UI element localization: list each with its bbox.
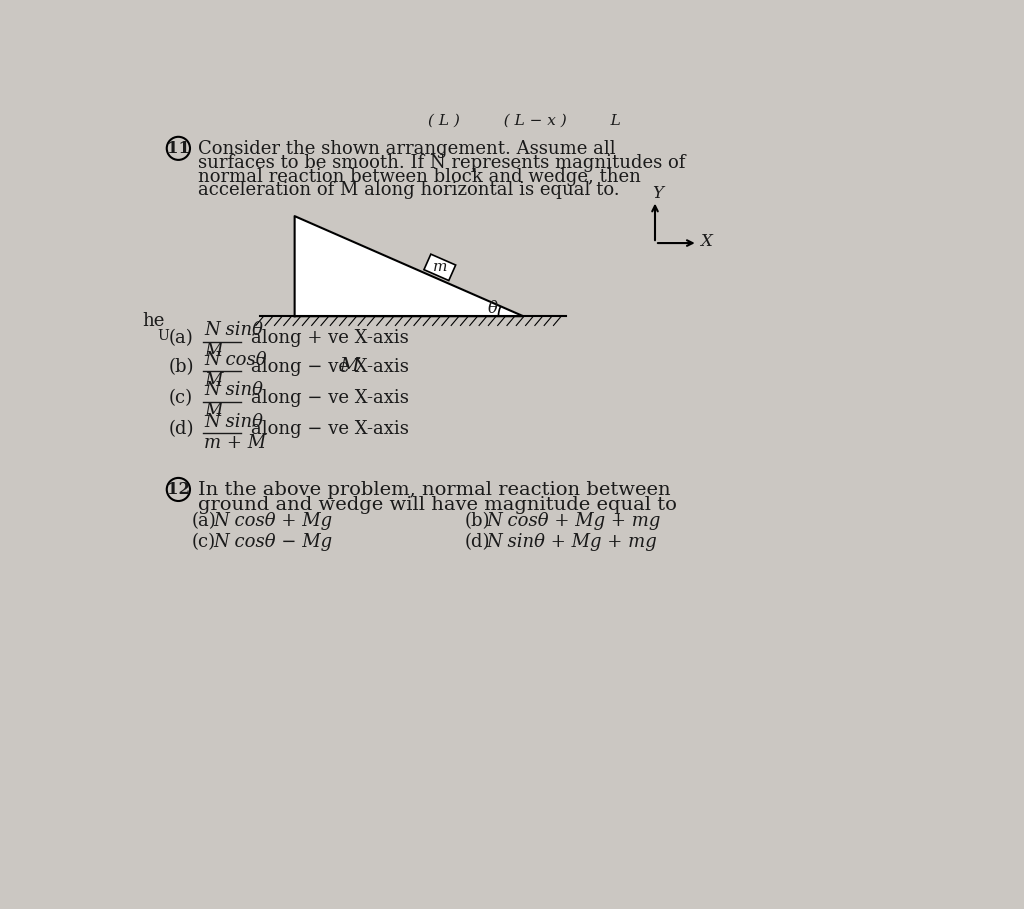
- Text: (c): (c): [191, 533, 216, 551]
- Text: U: U: [158, 329, 169, 344]
- Text: M: M: [204, 343, 222, 360]
- Text: N sinθ: N sinθ: [204, 413, 263, 431]
- Text: N cosθ + Mg + mg: N cosθ + Mg + mg: [486, 512, 662, 530]
- Circle shape: [167, 478, 190, 501]
- Text: (d): (d): [168, 420, 194, 438]
- Text: Consider the shown arrangement. Assume all: Consider the shown arrangement. Assume a…: [198, 140, 615, 158]
- Text: m: m: [432, 260, 447, 275]
- Text: θ: θ: [487, 300, 498, 317]
- Text: acceleration of M along horizontal is equal to.: acceleration of M along horizontal is eq…: [198, 182, 620, 199]
- Text: M: M: [204, 372, 222, 390]
- Text: ( L )         ( L − x )         L: ( L ) ( L − x ) L: [428, 114, 622, 127]
- Text: along + ve X-axis: along + ve X-axis: [251, 329, 410, 346]
- Text: 12: 12: [167, 481, 189, 498]
- Text: M: M: [204, 403, 222, 421]
- Text: N cosθ − Mg: N cosθ − Mg: [213, 533, 333, 551]
- Circle shape: [167, 136, 190, 160]
- Text: (a): (a): [168, 329, 194, 346]
- Text: ground and wedge will have magnitude equal to: ground and wedge will have magnitude equ…: [198, 496, 677, 514]
- Text: M: M: [339, 357, 358, 375]
- Text: Y: Y: [652, 185, 663, 203]
- Text: m + M: m + M: [204, 434, 266, 452]
- Text: N cosθ: N cosθ: [204, 351, 266, 368]
- Text: (b): (b): [168, 358, 194, 376]
- Text: N sinθ: N sinθ: [204, 382, 263, 399]
- Text: he: he: [142, 313, 164, 330]
- Text: (c): (c): [168, 389, 193, 407]
- Text: along − ve X-axis: along − ve X-axis: [251, 389, 410, 407]
- Text: N sinθ: N sinθ: [204, 321, 263, 339]
- Text: In the above problem, normal reaction between: In the above problem, normal reaction be…: [198, 481, 671, 499]
- Polygon shape: [295, 216, 523, 316]
- Text: (a): (a): [191, 512, 216, 530]
- Text: (b): (b): [465, 512, 490, 530]
- Text: N cosθ + Mg: N cosθ + Mg: [213, 512, 333, 530]
- Text: along − ve X-axis: along − ve X-axis: [251, 358, 410, 376]
- Polygon shape: [424, 255, 456, 281]
- Text: along − ve X-axis: along − ve X-axis: [251, 420, 410, 438]
- Text: 11: 11: [167, 140, 189, 157]
- Text: (d): (d): [465, 533, 490, 551]
- Text: N sinθ + Mg + mg: N sinθ + Mg + mg: [486, 533, 657, 551]
- Text: normal reaction between block and wedge, then: normal reaction between block and wedge,…: [198, 167, 641, 185]
- Text: surfaces to be smooth. If N represents magnitudes of: surfaces to be smooth. If N represents m…: [198, 154, 685, 172]
- Text: X: X: [700, 233, 712, 250]
